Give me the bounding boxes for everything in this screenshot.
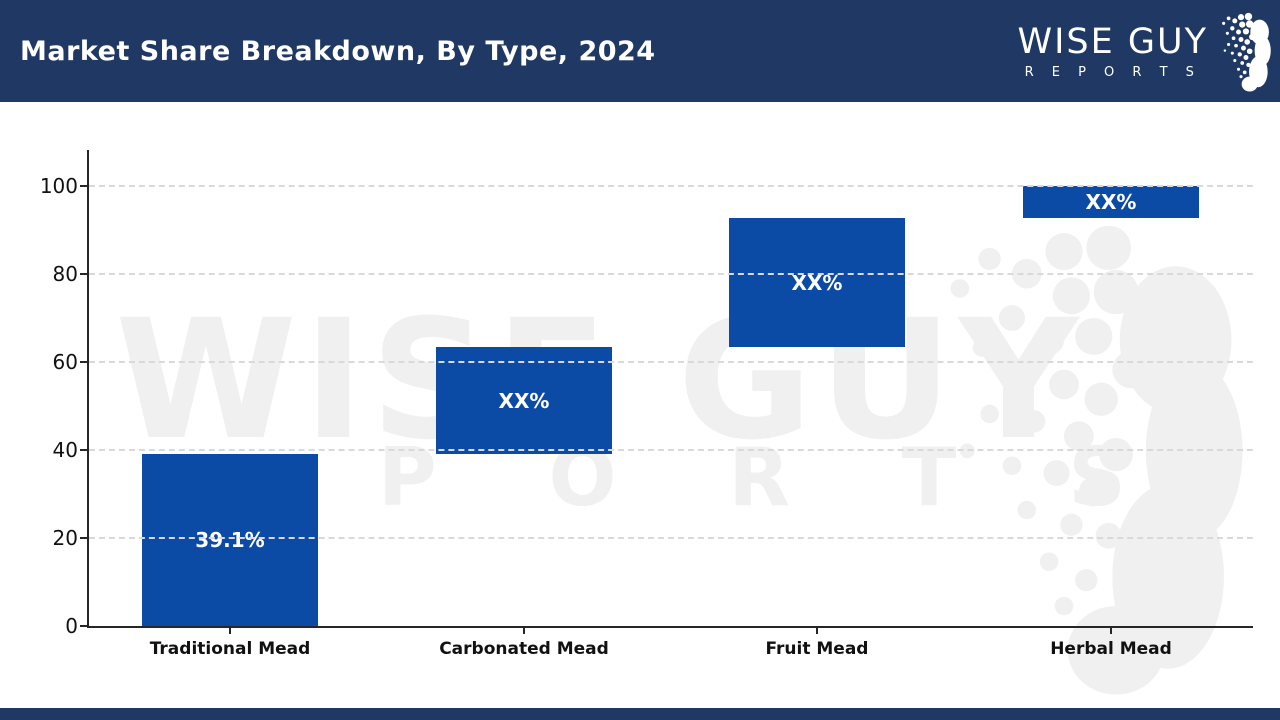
y-tick-label: 60 — [52, 350, 78, 374]
y-tick-label: 80 — [52, 262, 78, 286]
y-tick-mark — [80, 625, 87, 627]
y-gridline — [89, 361, 1253, 363]
footer-bar — [0, 708, 1280, 720]
x-tick-mark — [816, 627, 818, 634]
y-tick-label: 40 — [52, 438, 78, 462]
y-tick-label: 0 — [65, 614, 78, 638]
y-gridline — [89, 449, 1253, 451]
y-tick-mark — [80, 361, 87, 363]
logo-head-profile-icon — [1222, 12, 1271, 92]
bar-value-label: XX% — [1085, 190, 1137, 215]
y-tick-mark — [80, 537, 87, 539]
y-axis-line — [87, 150, 89, 628]
bar-carbonated-mead: XX% — [436, 347, 612, 454]
wiseguy-logo: WISE GUY R E P O R T S — [1017, 8, 1272, 96]
bar-traditional-mead: 39.1% — [142, 453, 318, 626]
y-gridline — [89, 185, 1253, 187]
y-gridline — [89, 273, 1253, 275]
y-tick-mark — [80, 449, 87, 451]
y-tick-mark — [80, 185, 87, 187]
x-tick-mark — [523, 627, 525, 634]
x-axis-label-2: Carbonated Mead — [439, 639, 609, 659]
watermark-head-profile-icon — [950, 225, 1243, 695]
y-tick-label: 20 — [52, 526, 78, 550]
logo-wiseguy-label: WISE GUY — [1017, 22, 1208, 62]
y-tick-mark — [80, 273, 87, 275]
bar-value-label: 39.1% — [195, 527, 265, 552]
x-axis-label-1: Traditional Mead — [149, 639, 311, 659]
x-tick-mark — [229, 627, 231, 634]
y-gridline — [89, 537, 1253, 539]
page-title: Market Share Breakdown, By Type, 2024 — [20, 35, 656, 67]
x-axis-line — [87, 626, 1253, 628]
y-tick-label: 100 — [39, 174, 78, 198]
bar-fruit-mead: XX% — [729, 218, 905, 348]
logo-text: WISE GUY R E P O R T S — [1017, 22, 1208, 80]
x-tick-mark — [1110, 627, 1112, 634]
bar-herbal-mead: XX% — [1023, 186, 1199, 219]
x-axis-label-3: Fruit Mead — [765, 639, 869, 659]
logo-reports-label: R E P O R T S — [1024, 65, 1201, 80]
bar-value-label: XX% — [498, 388, 550, 413]
header-bar: Market Share Breakdown, By Type, 2024 WI… — [0, 0, 1280, 102]
x-axis-label-4: Herbal Mead — [1050, 639, 1172, 659]
